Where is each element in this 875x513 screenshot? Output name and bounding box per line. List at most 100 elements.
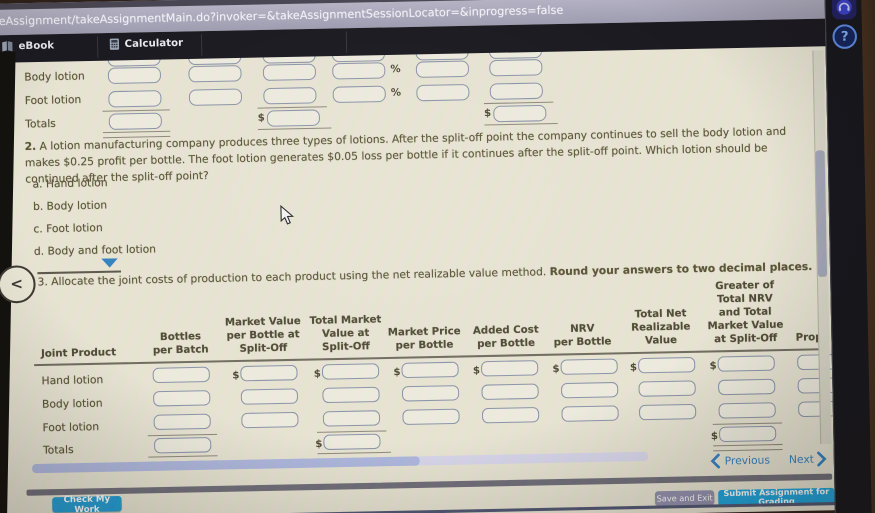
dollar-sign: $ [232,370,240,382]
toolbar-separator [200,34,203,56]
divider-line [317,451,391,455]
app-toolbar: eBook Calculator [0,18,826,64]
input-tnrv-hand[interactable] [637,356,696,374]
divider-line [483,101,554,105]
input-q1-body-c1[interactable] [107,66,162,85]
input-q1-body-c3[interactable] [262,63,317,81]
side-panel: ? [824,0,873,513]
col-header-added-cost: Added Cost per Bottle [472,324,539,351]
next-button[interactable]: Next [788,453,815,467]
dollar-sign: $ [484,108,492,120]
input-q1-foot-c6[interactable] [489,82,543,100]
input-mktprice-foot[interactable] [402,408,460,426]
input-tnrv-foot[interactable] [638,403,697,421]
q3-row-label-foot: Foot lotion [42,420,100,435]
input-q1-foot-c3[interactable] [263,87,317,105]
input-mktval-hand[interactable] [240,364,298,382]
input-greater-body[interactable] [717,378,776,396]
percent-sign: % [390,87,402,99]
help-icon[interactable]: ? [832,24,858,50]
horizontal-scrollbar-thumb[interactable] [32,456,420,474]
divider-line [317,430,387,433]
input-q1-body-c5[interactable] [415,60,470,78]
input-q1-foot-c2[interactable] [188,88,243,106]
q3-row-label-body: Body lotion [41,397,103,411]
input-nrv-hand[interactable] [560,358,618,375]
input-greater-foot[interactable] [718,402,776,419]
q3-row-label-totals: Totals [42,443,74,457]
ebook-button[interactable]: eBook [1,39,54,52]
q1-row-label-body: Body lotion [24,70,85,84]
input-greater-totals[interactable] [718,425,777,443]
input-q1-foot-c1[interactable] [108,90,162,108]
content-area: Body lotion Foot lotion Totals $ % % $ 2… [0,0,835,513]
question-2-number: 2. [24,140,37,154]
input-mktprice-hand[interactable] [401,361,459,379]
dollar-sign: $ [257,112,265,124]
input-bottles-body[interactable] [153,390,211,407]
option-d: d. Body and foot lotion [33,243,157,258]
input-totmkt-foot[interactable] [322,410,381,427]
double-rule [713,443,783,452]
toolbar-separator [345,31,348,53]
toolbar-separator [96,36,99,58]
divider-line [712,422,783,425]
input-added-hand[interactable] [480,360,539,377]
input-mktprice-body[interactable] [401,385,460,402]
col-header-joint-product: Joint Product [40,347,117,360]
input-totmkt-totals[interactable] [323,433,381,451]
divider-line [147,433,218,437]
input-mktval-body[interactable] [240,388,299,405]
mouse-cursor-icon [280,204,295,225]
input-added-body[interactable] [481,383,539,400]
input-q1-body-c6[interactable] [489,59,543,77]
divider-line [257,106,327,109]
book-icon [2,41,13,52]
input-q1-foot-c4[interactable] [332,85,386,104]
divider-line [484,122,558,126]
calculator-label: Calculator [124,37,184,50]
question-3-bold: Round your answers to two decimal places… [549,260,813,279]
dollar-sign: $ [315,438,323,451]
input-bottles-foot[interactable] [153,413,211,431]
previous-chevron-icon[interactable] [710,453,721,469]
input-nrv-body[interactable] [560,381,619,399]
option-b: b. Body lotion [32,199,108,214]
check-my-work-button[interactable]: Check My Work [52,494,122,513]
support-headset-icon[interactable] [831,0,857,20]
window-bottom-edge [24,502,835,513]
input-added-foot[interactable] [481,406,540,424]
previous-button[interactable]: Previous [724,454,771,468]
calculator-button[interactable]: Calculator [109,37,183,51]
dollar-sign: $ [393,366,401,379]
col-header-market-value: Market Value per Bottle at Split-Off [224,315,301,355]
input-totmkt-hand[interactable] [321,363,380,380]
input-q1-foot-c5[interactable] [416,83,470,102]
input-nrv-foot[interactable] [561,405,619,422]
input-totmkt-body[interactable] [322,386,380,404]
divider-line [257,127,332,131]
input-greater-hand[interactable] [717,355,775,372]
input-q1-body-c2[interactable] [188,65,242,83]
input-q1-totals-c3[interactable] [266,109,321,127]
col-header-market-price: Market Price per Bottle [387,325,461,352]
input-bottles-hand[interactable] [152,366,210,384]
input-q1-totals-c1[interactable] [108,112,163,130]
input-tnrv-body[interactable] [638,380,696,397]
input-bottles-totals[interactable] [153,437,212,454]
answer-dropdown-arrow-icon[interactable] [101,258,118,268]
input-mktval-foot[interactable] [241,411,299,429]
option-c: c. Foot lotion [33,221,103,236]
input-q1-totals-c6[interactable] [493,104,547,123]
q3-row-label-hand: Hand lotion [41,373,104,388]
save-and-exit-button[interactable]: Save and Exit [654,490,715,506]
option-a: a. Hand lotion [32,176,108,191]
divider-line [102,109,170,112]
dollar-sign: $ [552,363,560,376]
next-chevron-icon[interactable] [816,451,827,467]
col-header-greater-of: Greater of Total NRV and Total Market Va… [707,279,784,346]
input-q1-body-c4[interactable] [332,62,386,80]
col-header-bottles: Bottles per Batch [152,331,209,357]
